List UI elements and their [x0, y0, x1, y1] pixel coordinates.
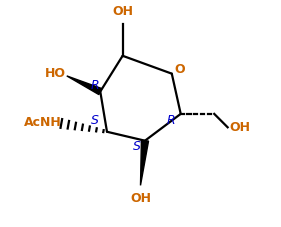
- Text: OH: OH: [130, 192, 151, 205]
- Text: HO: HO: [45, 67, 66, 80]
- Text: R: R: [166, 114, 175, 127]
- Text: S: S: [91, 114, 99, 127]
- Polygon shape: [140, 140, 149, 185]
- Text: OH: OH: [112, 5, 133, 18]
- Polygon shape: [67, 76, 102, 95]
- Text: O: O: [174, 63, 185, 76]
- Text: S: S: [133, 140, 141, 153]
- Text: AcNH: AcNH: [24, 116, 62, 129]
- Text: OH: OH: [230, 121, 250, 134]
- Text: R: R: [90, 79, 99, 92]
